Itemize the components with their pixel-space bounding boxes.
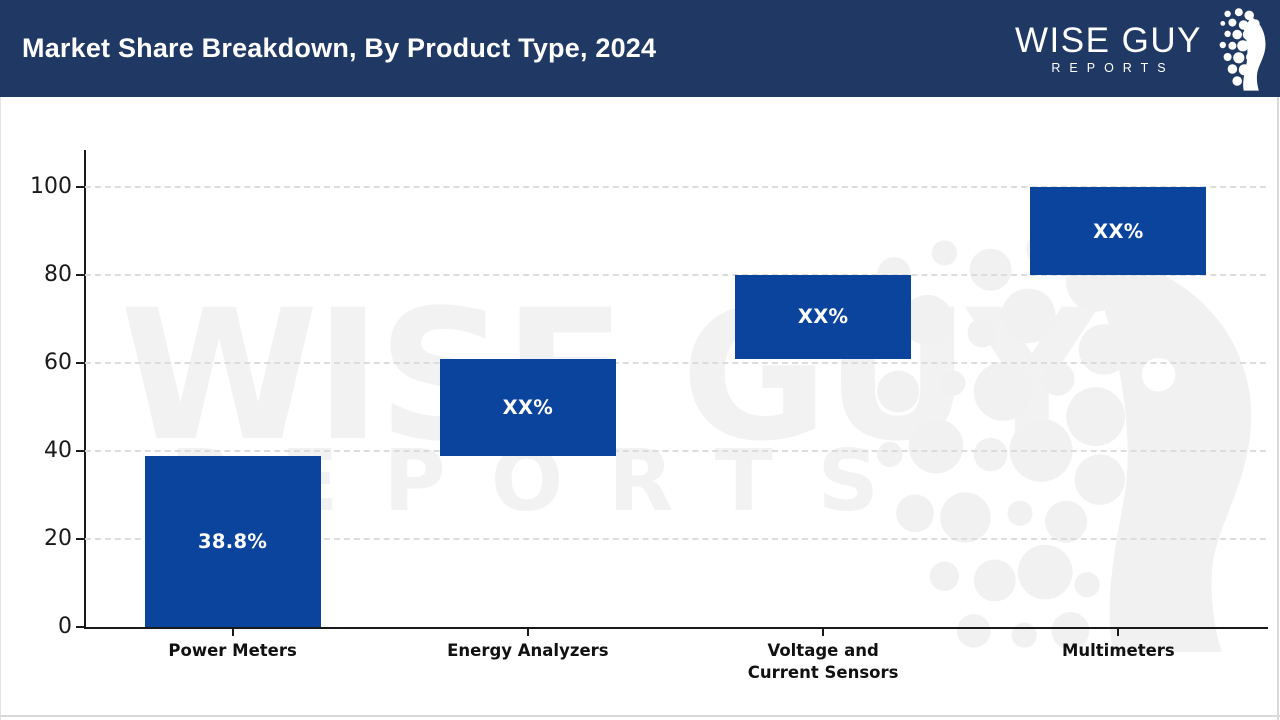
x-axis-tick-mark	[822, 629, 825, 636]
gridline	[85, 274, 1266, 276]
y-axis-tick-mark	[76, 186, 85, 188]
wise-guy-logo: WISE GUY REPORTS	[1015, 7, 1266, 91]
gridline	[85, 362, 1266, 364]
page-title: Market Share Breakdown, By Product Type,…	[22, 33, 657, 63]
x-axis-tick-mark	[526, 629, 529, 636]
bar-segment: XX%	[735, 275, 912, 359]
dotted-head-icon	[1219, 7, 1266, 91]
y-axis-tick-mark	[76, 538, 85, 540]
y-axis-tick-label: 60	[44, 350, 72, 375]
gridline	[85, 450, 1266, 452]
bar-segment: 38.8%	[144, 456, 321, 627]
x-axis-category-label: Energy Analyzers	[447, 641, 609, 660]
x-axis-category-label: Multimeters	[1061, 641, 1175, 660]
gridline	[85, 186, 1266, 188]
y-axis-tick-label: 100	[30, 174, 72, 199]
bar-segment: XX%	[439, 358, 616, 457]
x-axis-spine	[84, 627, 1268, 629]
bar-value-label: XX%	[502, 395, 554, 419]
watermark-head-graphic	[875, 234, 1252, 652]
y-axis-tick-mark	[76, 450, 85, 452]
chart-canvas: WISE GUY REPORTS 02040608010038.8%Power …	[0, 97, 1280, 720]
x-axis-tick-mark	[1117, 629, 1120, 636]
bar-value-label: 38.8%	[198, 530, 268, 554]
frame-edge-right	[1277, 97, 1279, 720]
y-axis-tick-mark	[76, 362, 85, 364]
x-axis-category-label: Voltage and Current Sensors	[747, 641, 899, 682]
logo-text: WISE GUY REPORTS	[1014, 20, 1202, 75]
y-axis-tick-label: 20	[44, 526, 72, 551]
x-axis-tick-mark	[231, 629, 234, 636]
y-axis-tick-mark	[76, 626, 85, 628]
frame-edge-left	[0, 97, 1, 720]
y-axis-tick-label: 40	[44, 438, 72, 463]
bar-value-label: XX%	[1093, 219, 1144, 243]
frame-edge-bottom	[0, 715, 1280, 717]
logo-subtitle: REPORTS	[1051, 60, 1175, 75]
header-bar: Market Share Breakdown, By Product Type,…	[0, 0, 1280, 97]
x-axis-category-label: Power Meters	[168, 641, 297, 660]
y-axis-spine	[84, 150, 86, 629]
y-axis-tick-mark	[76, 274, 85, 276]
y-axis-tick-label: 80	[44, 262, 72, 287]
gridline	[85, 538, 1266, 540]
y-axis-tick-label: 0	[58, 614, 72, 639]
bar-value-label: XX%	[797, 305, 849, 329]
bar-segment: XX%	[1030, 187, 1207, 275]
logo-wordmark: WISE GUY	[1014, 20, 1202, 60]
